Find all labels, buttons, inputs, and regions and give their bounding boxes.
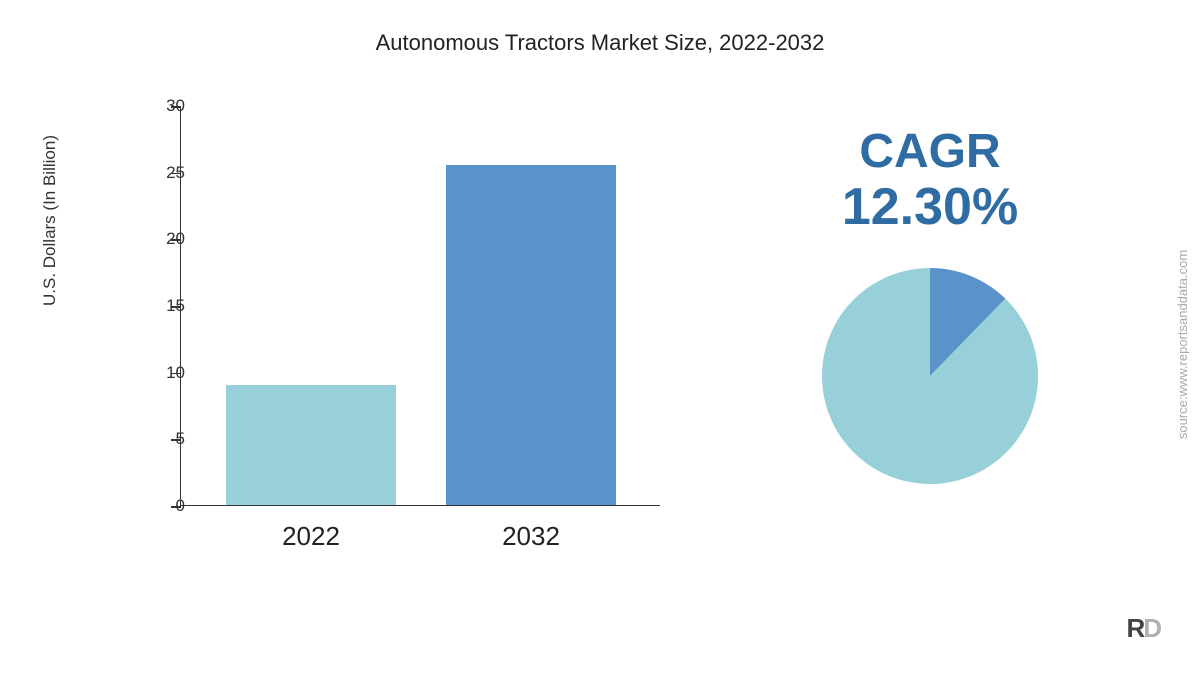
- pie-slice: [822, 268, 1038, 484]
- x-tick-label: 2032: [502, 521, 560, 552]
- main-area: U.S. Dollars (In Billion) 20222032 05101…: [0, 56, 1200, 616]
- cagr-value: 12.30%: [842, 179, 1018, 236]
- y-tick-label: 15: [166, 296, 185, 316]
- logo-d: D: [1143, 613, 1160, 643]
- y-tick-label: 10: [166, 363, 185, 383]
- source-attribution: source:www.reportsanddata.com: [1175, 250, 1190, 439]
- plot-area: 20222032: [180, 106, 660, 506]
- y-tick-label: 5: [176, 429, 185, 449]
- pie-chart: [820, 266, 1040, 486]
- logo-r: R: [1126, 613, 1143, 643]
- y-tick-label: 20: [166, 229, 185, 249]
- x-tick-label: 2022: [282, 521, 340, 552]
- chart-title: Autonomous Tractors Market Size, 2022-20…: [0, 0, 1200, 56]
- right-panel: CAGR 12.30%: [680, 86, 1140, 616]
- y-axis-label: U.S. Dollars (In Billion): [40, 135, 60, 306]
- bar: [446, 165, 616, 505]
- cagr-label: CAGR: [859, 126, 1000, 179]
- y-tick-label: 0: [176, 496, 185, 516]
- y-tick-label: 30: [166, 96, 185, 116]
- logo: RD: [1126, 613, 1160, 644]
- y-tick-label: 25: [166, 163, 185, 183]
- bar: [226, 385, 396, 505]
- bar-chart: U.S. Dollars (In Billion) 20222032 05101…: [60, 86, 680, 586]
